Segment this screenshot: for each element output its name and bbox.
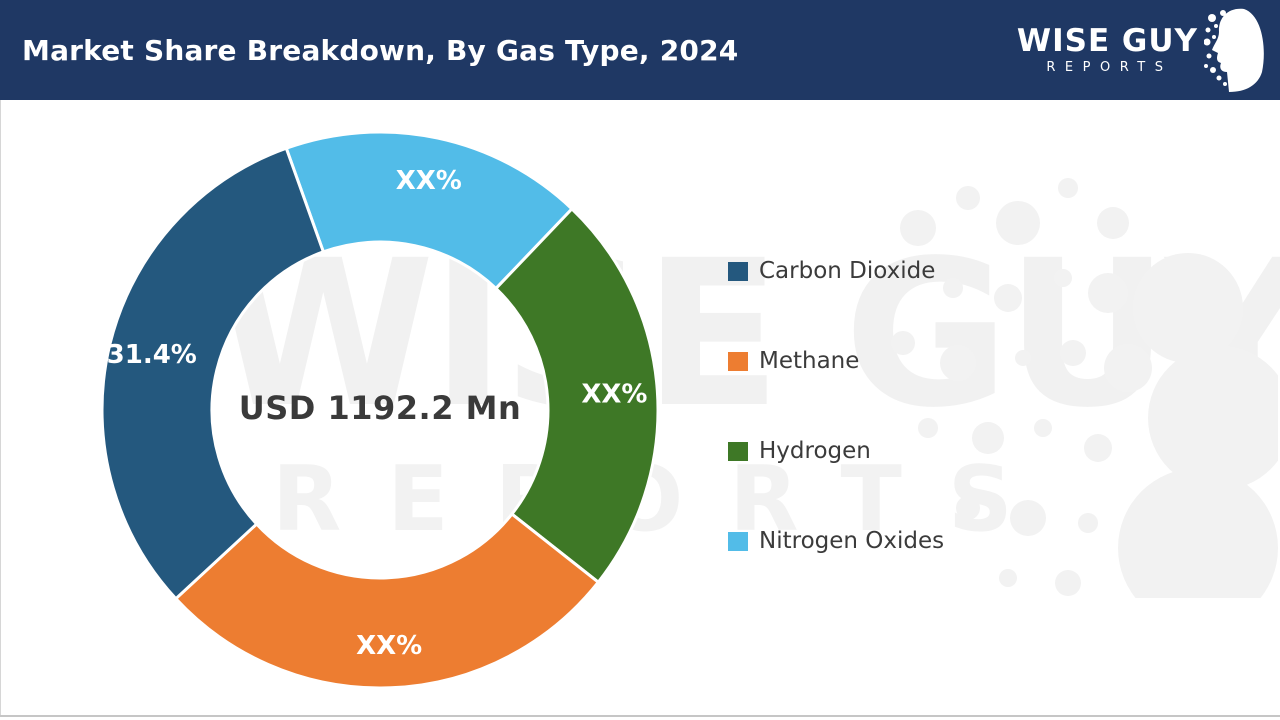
page-title: Market Share Breakdown, By Gas Type, 202… [22, 33, 739, 67]
legend-item-carbon-dioxide: Carbon Dioxide [728, 258, 944, 284]
logo-text: WISE GUY REPORTS [1017, 25, 1198, 75]
legend-item-methane: Methane [728, 348, 944, 374]
legend-label: Methane [759, 348, 860, 374]
logo-subtitle: REPORTS [1046, 59, 1173, 75]
logo-face-icon [1204, 8, 1264, 92]
logo-name: WISE GUY [1016, 23, 1198, 60]
pie-segment-value-label: 31.4% [107, 340, 197, 370]
pie-segment-nitrogen-oxides [284, 130, 574, 290]
chart-legend: Carbon Dioxide Methane Hydrogen Nitrogen Ox… [728, 258, 945, 621]
header-bar: Market Share Breakdown, By Gas Type, 202… [0, 0, 1280, 100]
legend-item-hydrogen: Hydrogen [728, 438, 944, 464]
chart-center-value: USD 1192.2 Mn [238, 389, 522, 427]
legend-swatch [728, 441, 748, 461]
pie-segment-hydrogen [494, 207, 660, 584]
pie-segment-carbon-dioxide [100, 146, 325, 601]
content-left-border [0, 100, 1, 716]
legend-label: Hydrogen [759, 438, 871, 464]
footer-divider-line [0, 715, 1280, 717]
legend-label: Nitrogen Oxides [759, 528, 945, 554]
legend-swatch [728, 351, 748, 371]
watermark-wordmark: WISE GUY [212, 216, 1280, 452]
pie-segment-methane [174, 512, 600, 690]
pie-segment-value-label: XX% [356, 631, 422, 661]
legend-swatch [728, 531, 748, 551]
pie-segment-value-label: XX% [581, 380, 647, 410]
pie-segment-value-label: XX% [396, 166, 462, 196]
wise-guy-logo: WISE GUY REPORTS [1017, 0, 1266, 100]
donut-chart: XX% XX% XX% 31.4% [100, 130, 660, 690]
legend-item-nitrogen-oxides: Nitrogen Oxides [728, 528, 945, 554]
legend-swatch [728, 261, 748, 281]
watermark-head-dots [891, 178, 1278, 598]
legend-label: Carbon Dioxide [759, 258, 936, 284]
